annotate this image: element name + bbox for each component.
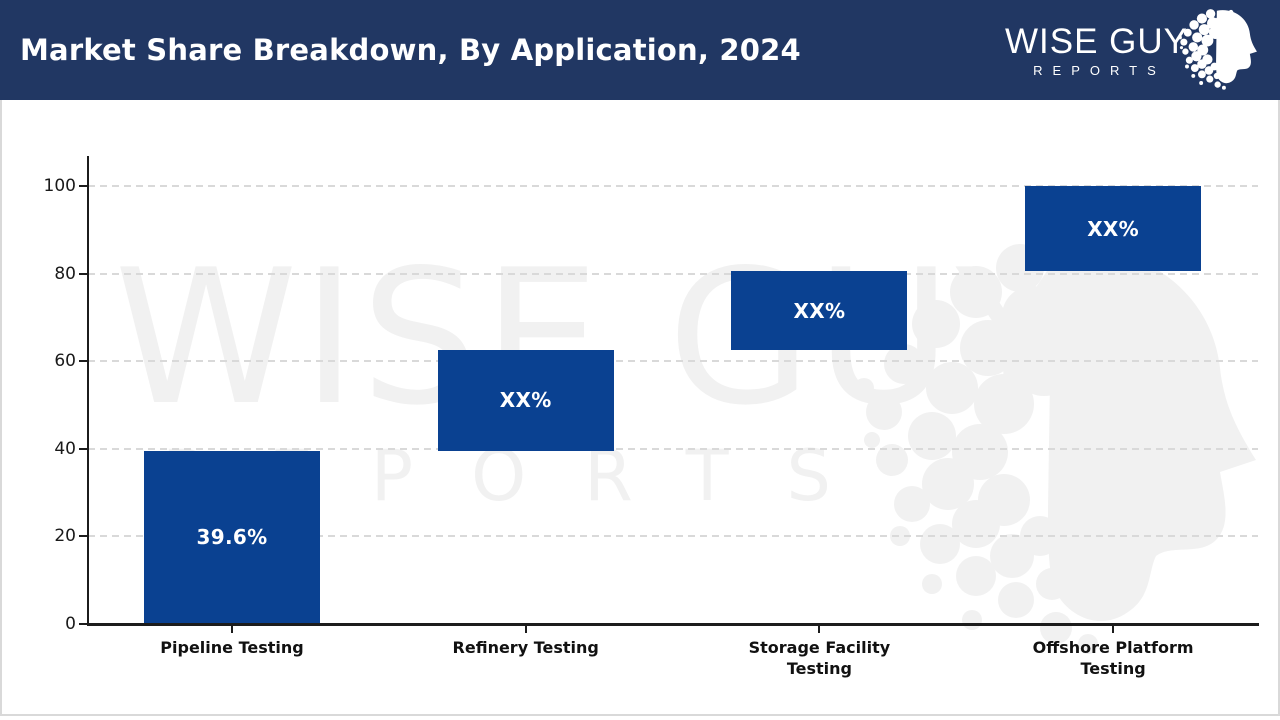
bar-value-label: 39.6% (196, 525, 268, 550)
y-tick-label: 20 (54, 526, 76, 547)
y-tick-label: 60 (54, 351, 76, 372)
y-tick-label: 100 (43, 176, 76, 196)
bar-segment-4: XX% (1025, 186, 1202, 272)
y-tick-label: 40 (54, 438, 76, 459)
bar-segment-3: XX% (731, 271, 908, 351)
bar-value-label: XX% (499, 388, 552, 413)
y-axis-tick (79, 272, 87, 275)
logo-wordmark-line1: WISE GUY (1004, 22, 1188, 61)
chart-area: WISE GUY REPORTS 0 20 40 60 80 100 39.6% XX% XX%… (0, 100, 1280, 716)
category-label: Storage Facility Testing (748, 638, 891, 678)
x-axis-tick (524, 626, 527, 633)
wiseguy-head-icon (1177, 9, 1257, 90)
gridline (88, 272, 1258, 275)
y-tick-label: 80 (54, 263, 76, 284)
bar-segment-1: 39.6% (144, 450, 320, 624)
gridline (88, 185, 1258, 187)
y-axis-tick (79, 623, 87, 625)
logo-wordmark-line2: REPORTS (1033, 63, 1166, 78)
x-axis-tick (231, 626, 233, 633)
header-bar: Market Share Breakdown, By Application, … (0, 0, 1280, 100)
y-axis-tick (79, 185, 87, 187)
bar-value-label: XX% (793, 298, 846, 323)
bar-value-label: XX% (1087, 216, 1139, 241)
y-tick-label: 0 (65, 614, 76, 634)
page-title: Market Share Breakdown, By Application, … (20, 33, 801, 67)
category-label: Pipeline Testing (160, 638, 304, 657)
x-axis-tick (818, 626, 821, 633)
bar-segment-2: XX% (437, 350, 614, 451)
y-axis-tick (79, 447, 87, 450)
logo-wordmark: WISE GUY REPORTS (1005, 22, 1188, 78)
waterfall-plot: 0 20 40 60 80 100 39.6% XX% XX% XX% Pipeline Testi… (2, 100, 1278, 714)
wise-guy-reports-logo: WISE GUY REPORTS (1005, 6, 1266, 94)
category-label: Offshore Platform Testing (1032, 638, 1194, 678)
y-axis-tick (79, 360, 87, 363)
category-label: Refinery Testing (452, 638, 599, 657)
y-axis-line (87, 156, 89, 626)
x-axis-tick (1112, 626, 1115, 633)
x-axis-line (87, 623, 1259, 626)
gridline (88, 535, 1258, 538)
gridline (88, 360, 1258, 363)
y-axis-tick (79, 535, 87, 538)
gridline (88, 447, 1258, 450)
